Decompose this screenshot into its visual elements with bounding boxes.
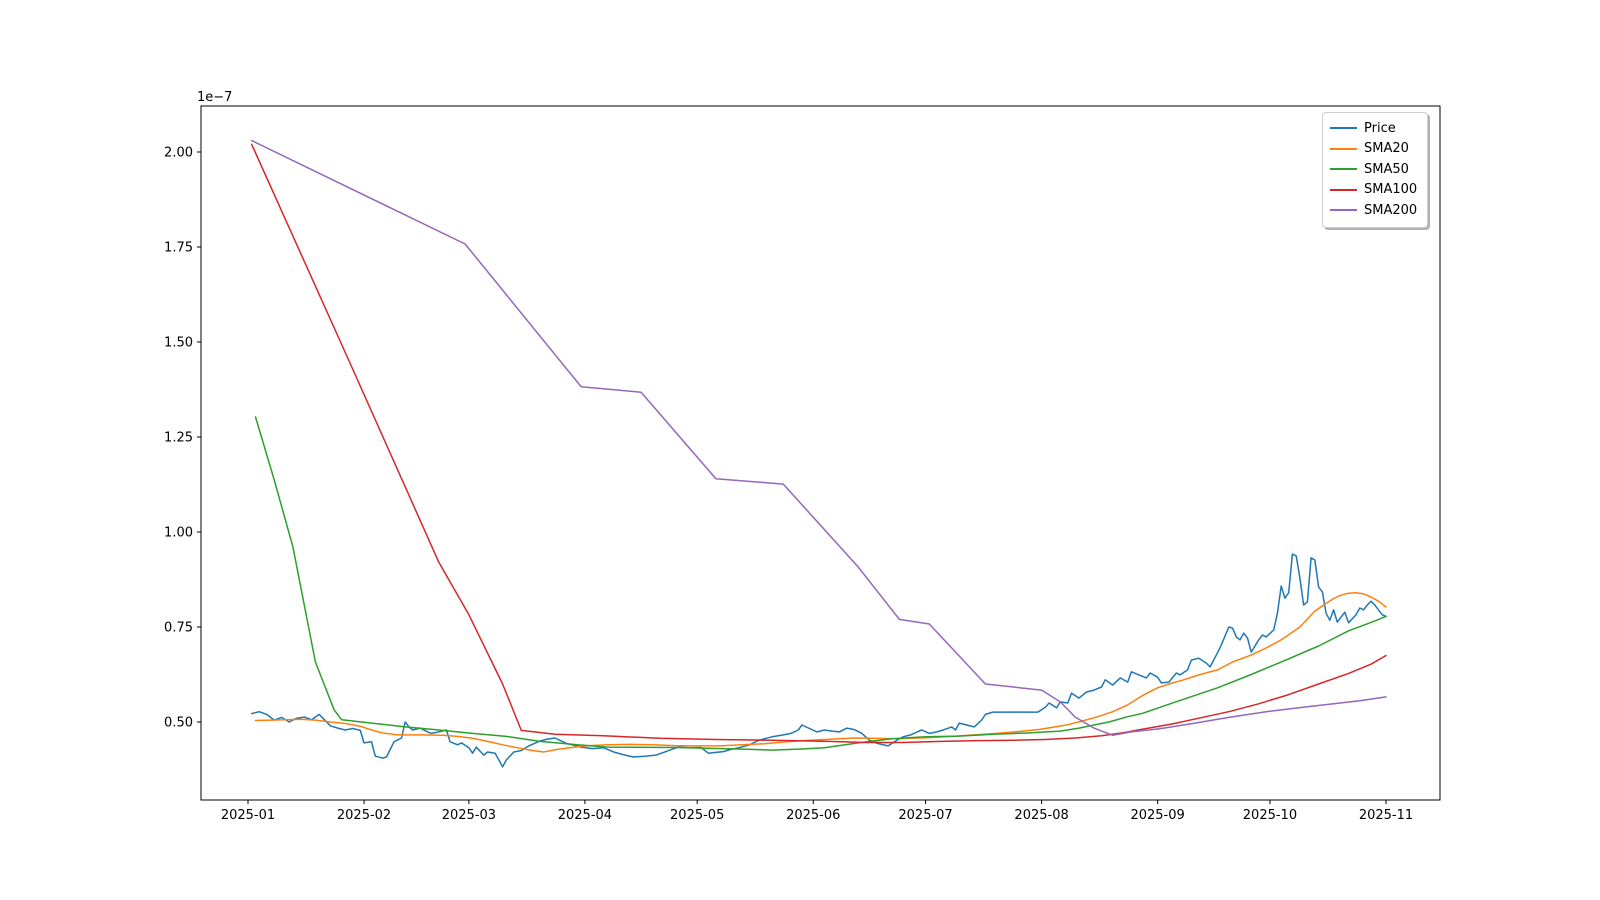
- x-tick-label: 2025-03: [442, 808, 496, 823]
- legend: Price SMA20 SMA50 SMA100 SMA200: [1322, 112, 1428, 228]
- series-line-sma200: [250, 139, 1387, 737]
- series-line-sma20: [254, 592, 1387, 753]
- legend-swatch-sma20: [1330, 147, 1357, 150]
- plot-frame: [200, 105, 1441, 801]
- legend-swatch-sma50: [1330, 168, 1357, 171]
- x-tick-label: 2025-11: [1359, 808, 1413, 823]
- x-tick-label: 2025-07: [898, 808, 952, 823]
- x-tick-label: 2025-08: [1014, 808, 1068, 823]
- legend-swatch-sma200: [1330, 209, 1357, 212]
- legend-item-sma100: SMA100: [1330, 180, 1420, 201]
- y-tick-label: 1.00: [164, 526, 193, 541]
- x-tick-label: 2025-06: [786, 808, 840, 823]
- y-tick-label: 0.75: [164, 621, 193, 636]
- x-tick-label: 2025-09: [1130, 808, 1184, 823]
- legend-item-price: Price: [1330, 118, 1420, 139]
- y-tick-label: 1.50: [164, 336, 193, 351]
- y-axis-offset-label: 1e−7: [197, 90, 232, 105]
- legend-item-sma200: SMA200: [1330, 200, 1420, 221]
- legend-swatch-sma100: [1330, 188, 1357, 191]
- x-tick-label: 2025-01: [221, 808, 275, 823]
- series-line-sma100: [250, 143, 1387, 744]
- legend-label-price: Price: [1364, 120, 1396, 136]
- legend-swatch-price: [1330, 127, 1357, 130]
- legend-item-sma50: SMA50: [1330, 159, 1420, 180]
- y-tick-label: 1.25: [164, 431, 193, 446]
- legend-label-sma50: SMA50: [1364, 161, 1409, 177]
- x-tick-label: 2025-04: [558, 808, 612, 823]
- series-line-sma50: [254, 416, 1387, 751]
- series-line-price: [250, 553, 1387, 768]
- legend-item-sma20: SMA20: [1330, 139, 1420, 160]
- legend-label-sma100: SMA100: [1364, 182, 1418, 198]
- x-tick-label: 2025-05: [670, 808, 724, 823]
- y-tick-label: 2.00: [164, 146, 193, 161]
- y-tick-label: 1.75: [164, 241, 193, 256]
- legend-label-sma20: SMA20: [1364, 141, 1409, 157]
- x-tick-label: 2025-10: [1243, 808, 1297, 823]
- y-tick-label: 0.50: [164, 716, 193, 731]
- legend-label-sma200: SMA200: [1364, 202, 1418, 218]
- x-tick-label: 2025-02: [337, 808, 391, 823]
